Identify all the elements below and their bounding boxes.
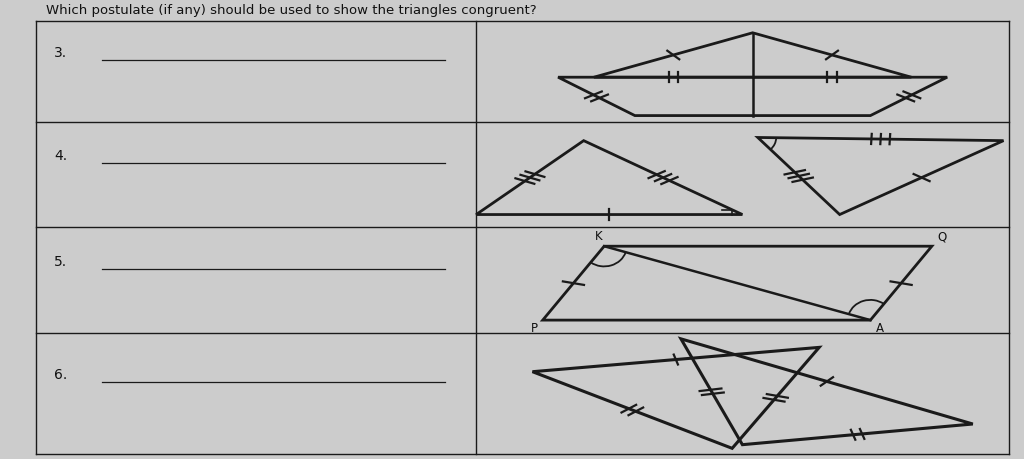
Text: K: K bbox=[595, 230, 602, 243]
Text: P: P bbox=[530, 322, 538, 336]
Text: A: A bbox=[876, 322, 884, 336]
Text: 6.: 6. bbox=[54, 368, 68, 382]
Text: 3.: 3. bbox=[54, 46, 68, 60]
Text: 5.: 5. bbox=[54, 255, 68, 269]
Text: 4.: 4. bbox=[54, 149, 68, 163]
Text: Q: Q bbox=[937, 230, 946, 243]
Text: Which postulate (if any) should be used to show the triangles congruent?: Which postulate (if any) should be used … bbox=[46, 4, 537, 17]
